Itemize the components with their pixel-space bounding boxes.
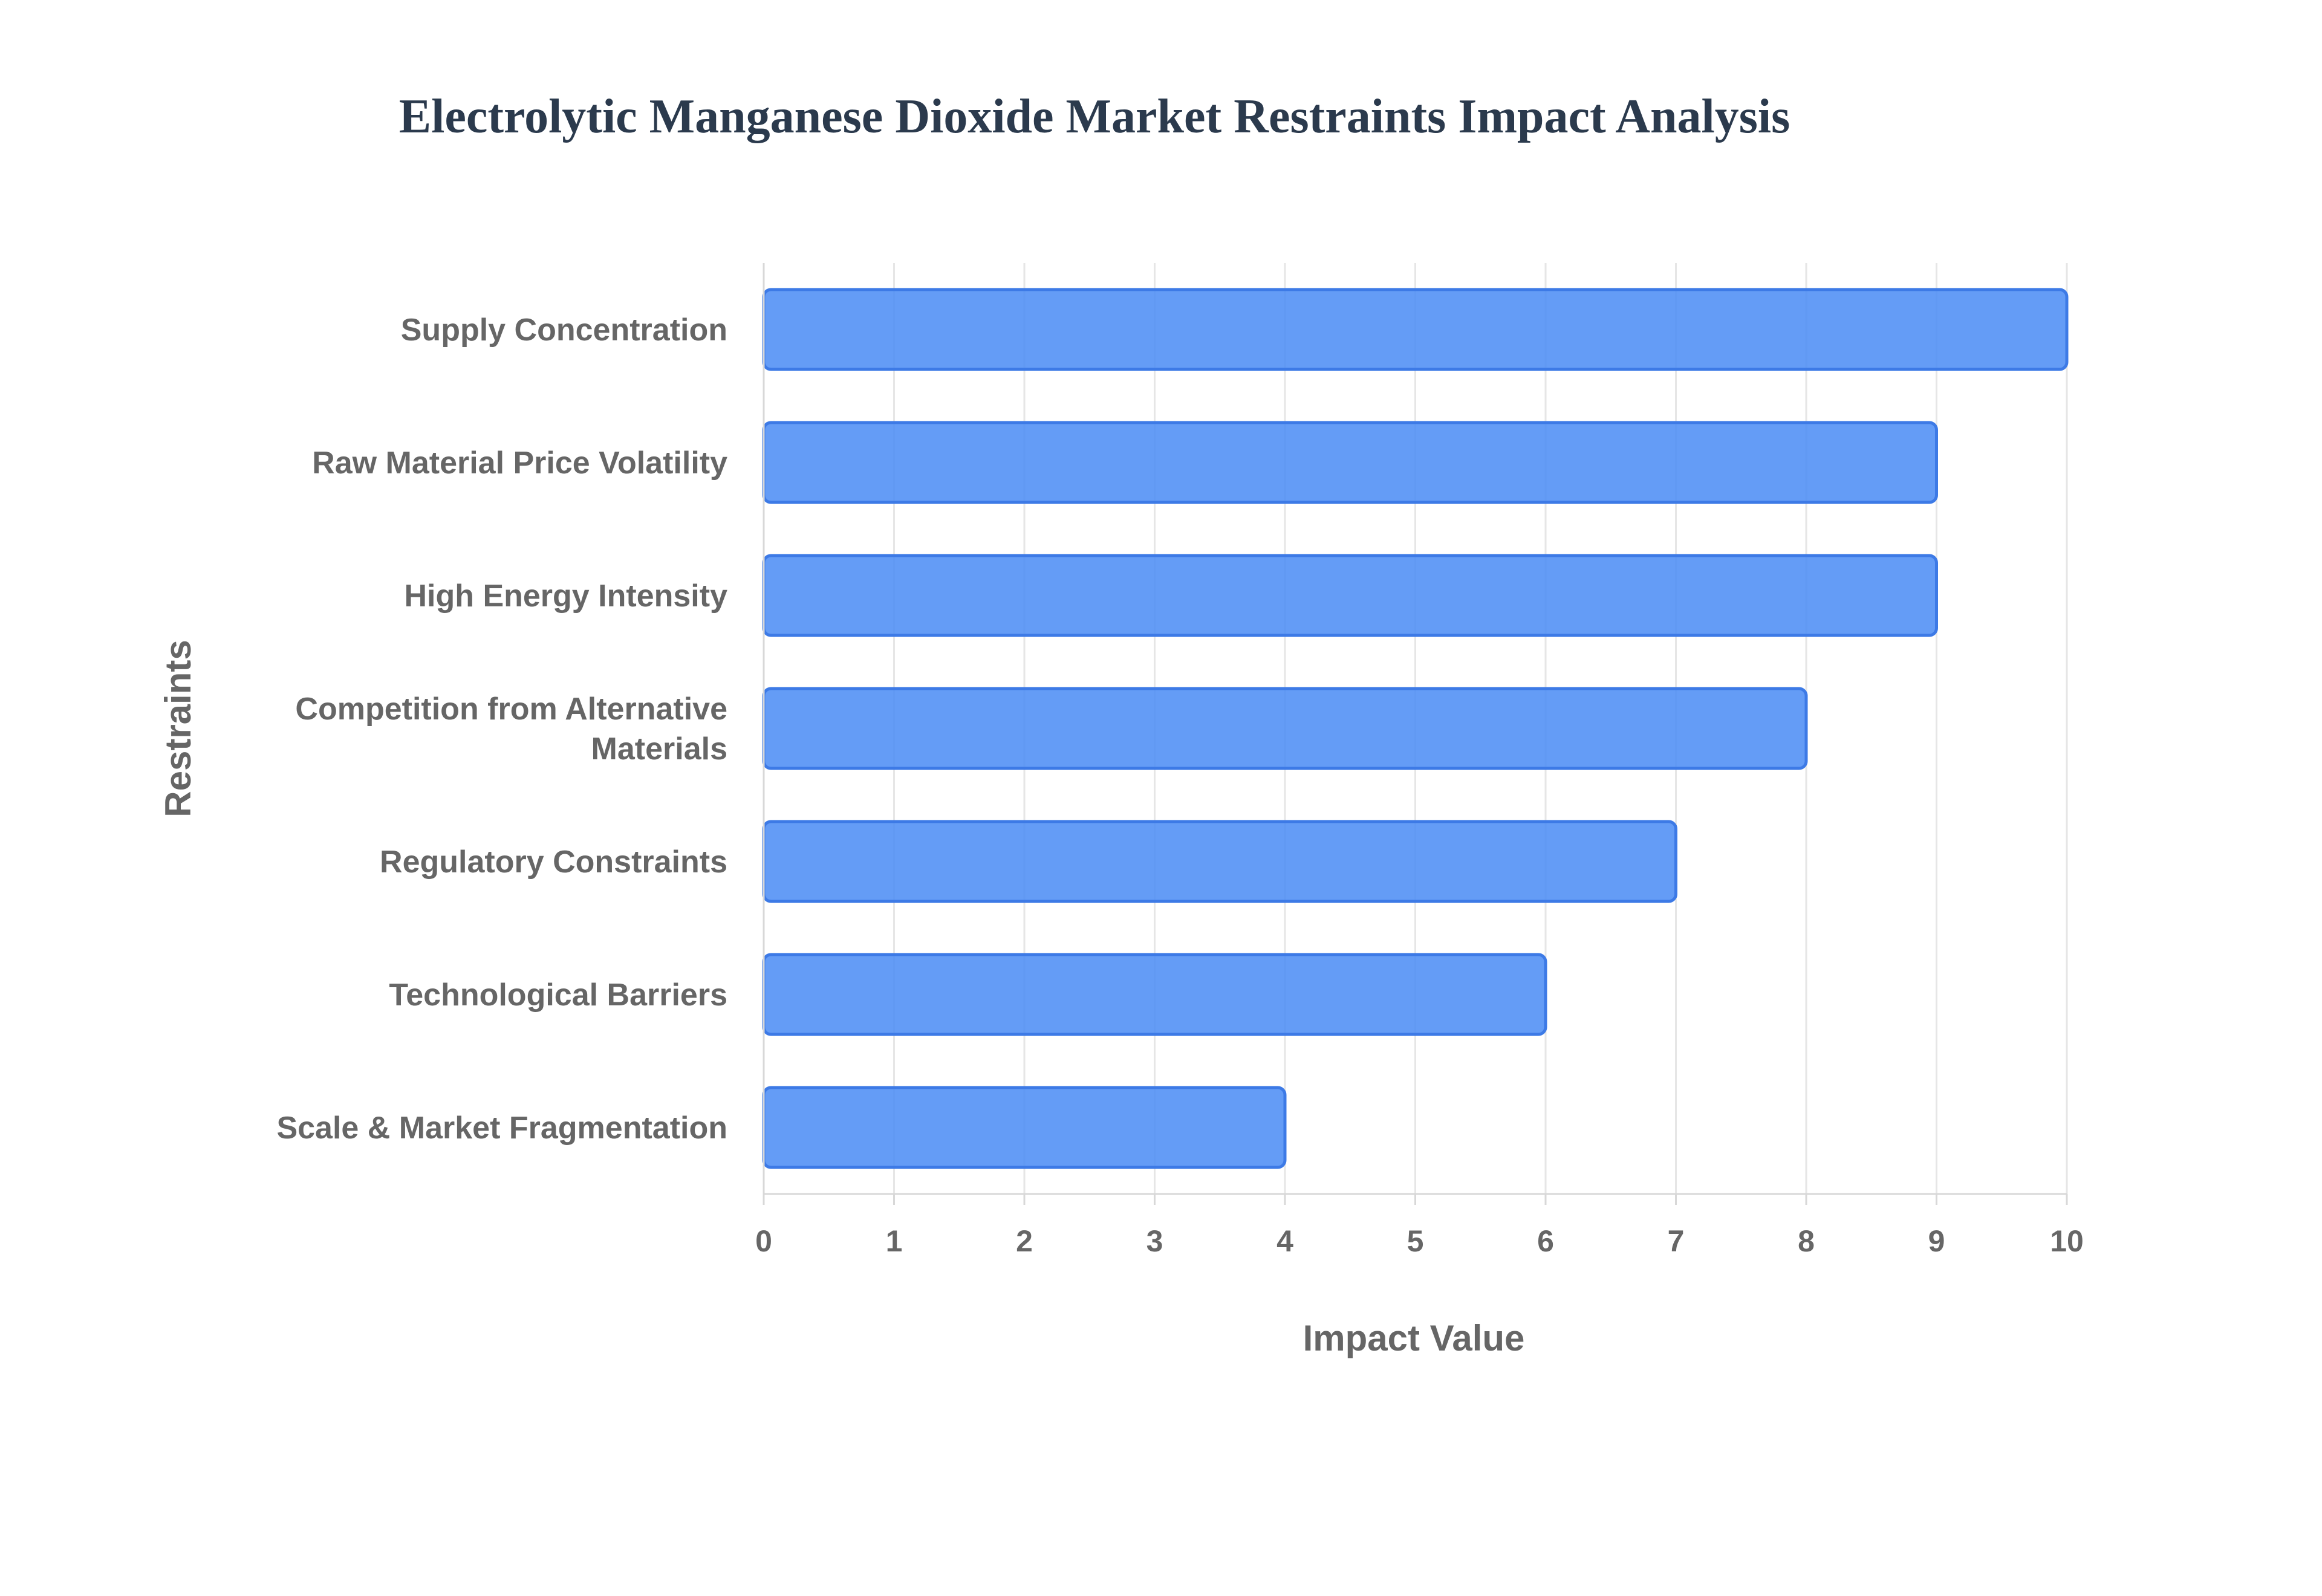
category-label: Scale & Market Fragmentation bbox=[276, 1111, 727, 1146]
x-axis-title: Impact Value bbox=[1303, 1318, 1525, 1358]
labels: 0 1 2 3 4 5 6 7 8 9 10 Supply Concentration Raw Mate… bbox=[276, 313, 2083, 1258]
category-label: Regulatory Constraints bbox=[380, 845, 727, 880]
bar bbox=[762, 554, 1938, 637]
x-tick-label: 6 bbox=[1537, 1224, 1554, 1258]
bar bbox=[762, 687, 1808, 770]
bar bbox=[762, 288, 2069, 371]
axes bbox=[763, 263, 2068, 1205]
category-label: Competition from Alternative Materials bbox=[295, 692, 727, 767]
bar bbox=[762, 953, 1547, 1036]
x-tick-label: 4 bbox=[1276, 1224, 1293, 1258]
bar bbox=[762, 1086, 1287, 1169]
bars bbox=[762, 288, 2069, 1169]
category-label: Raw Material Price Volatility bbox=[312, 446, 727, 481]
bar bbox=[762, 820, 1677, 903]
y-axis-title: Restraints bbox=[158, 640, 198, 817]
x-tick-label: 1 bbox=[886, 1224, 903, 1258]
x-tick-label: 7 bbox=[1668, 1224, 1685, 1258]
chart-title: Electrolytic Manganese Dioxide Market Re… bbox=[398, 90, 1790, 143]
x-tick-label: 8 bbox=[1798, 1224, 1815, 1258]
x-tick-label: 3 bbox=[1146, 1224, 1163, 1258]
x-tick-label: 10 bbox=[2050, 1224, 2084, 1258]
bar bbox=[762, 421, 1938, 504]
x-tick-label: 0 bbox=[755, 1224, 772, 1258]
x-tick-label: 9 bbox=[1928, 1224, 1945, 1258]
x-tick-label: 2 bbox=[1016, 1224, 1033, 1258]
category-label: Technological Barriers bbox=[389, 978, 727, 1013]
x-tick-label: 5 bbox=[1407, 1224, 1424, 1258]
category-label: Supply Concentration bbox=[401, 313, 727, 348]
category-label: High Energy Intensity bbox=[404, 579, 727, 614]
